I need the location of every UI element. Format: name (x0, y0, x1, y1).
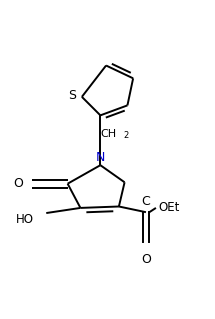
Text: CH: CH (100, 129, 116, 139)
Text: N: N (96, 151, 105, 164)
Text: S: S (68, 89, 76, 102)
Text: 2: 2 (123, 131, 128, 140)
Text: OEt: OEt (159, 201, 180, 214)
Text: HO: HO (15, 213, 34, 226)
Text: O: O (141, 254, 151, 266)
Text: O: O (13, 177, 23, 189)
Text: C: C (141, 195, 150, 208)
